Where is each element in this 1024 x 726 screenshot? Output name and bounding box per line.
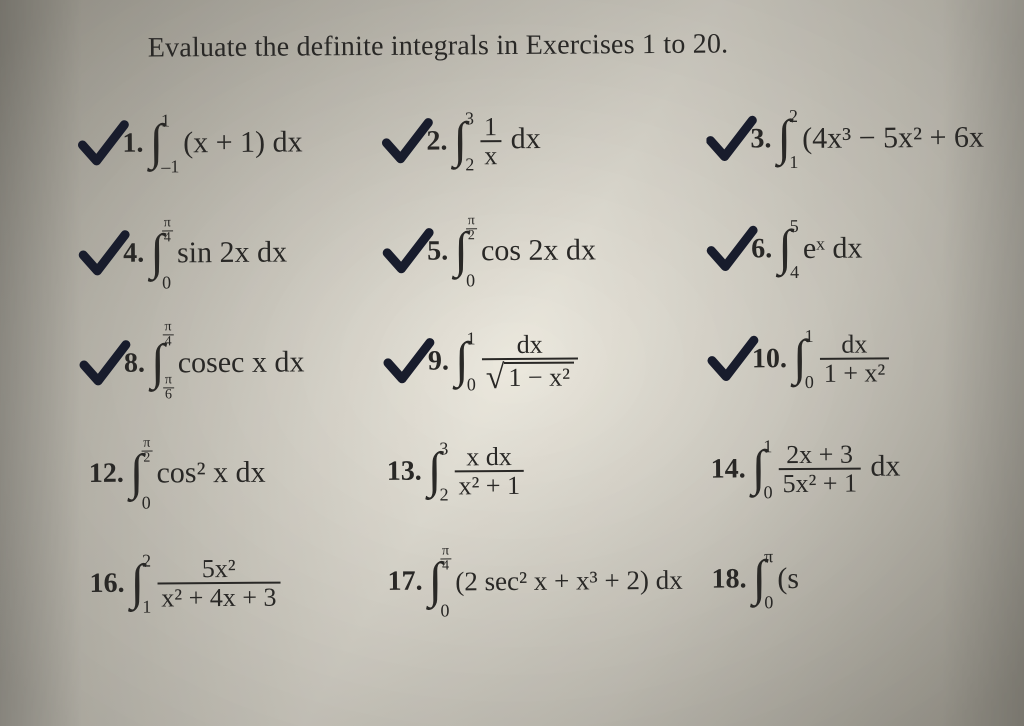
exercise-3: 3. ∫ 2 1 (4x³ − 5x² + 6x: [706, 82, 1024, 194]
exercise-6: 6. ∫ 5 4 eˣ dx: [707, 192, 1024, 304]
integrand: cos² x dx: [156, 456, 265, 491]
bound-fraction: π 2: [141, 436, 152, 465]
integrand: (4x³ − 5x² + 6x: [802, 121, 984, 156]
integrand: cos 2x dx: [481, 233, 596, 268]
integrand: cosec x dx: [178, 345, 305, 380]
exercise-8: 8. ∫ π 4 π 6 cosec x dx: [80, 307, 381, 419]
exercise-9: 9. ∫ 1 0 dx √ 1 − x²: [384, 305, 705, 417]
exercise-number: 9.: [428, 345, 449, 377]
fraction: dx √ 1 − x²: [481, 331, 578, 392]
exercise-number: 17.: [387, 566, 422, 598]
integrand: 5x² x² + 4x + 3: [155, 554, 283, 611]
exercise-number: 4.: [123, 238, 144, 270]
exercise-number: 8.: [124, 348, 145, 380]
exercise-16: 16. ∫ 2 1 5x² x² + 4x + 3: [81, 527, 382, 639]
exercise-number: 2.: [426, 125, 447, 157]
square-root: √ 1 − x²: [486, 361, 574, 391]
integrand: x dx x² + 1: [452, 443, 526, 500]
bound-fraction: π 2: [466, 214, 477, 243]
exercise-14: 14. ∫ 1 0 2x + 3 5x² + 1 dx: [708, 412, 1024, 524]
exercise-1: 1. ∫ 1 –1 (x + 1) dx: [78, 87, 379, 199]
fraction: 1 x: [480, 113, 501, 170]
fraction: 5x² x² + 4x + 3: [157, 554, 281, 611]
textbook-page: Evaluate the definite integrals in Exerc…: [0, 0, 1024, 726]
integrand: (x + 1) dx: [183, 125, 303, 160]
fraction: dx 1 + x²: [819, 330, 889, 387]
exercise-grid: 1. ∫ 1 –1 (x + 1) dx 2. ∫ 3 2 1 x: [78, 83, 1006, 639]
exercise-17: 17. ∫ π 4 0 (2 sec² x + x³ + 2) dx: [385, 525, 706, 637]
exercise-12: 12. ∫ π 2 0 cos² x dx: [80, 417, 381, 529]
exercise-18: 18. ∫ π 0 (s: [709, 522, 1024, 634]
integrand: 2x + 3 5x² + 1 dx: [776, 440, 900, 497]
exercise-number: 5.: [427, 235, 448, 267]
fraction: x dx x² + 1: [454, 443, 524, 500]
integrand: dx √ 1 − x²: [479, 331, 580, 392]
exercise-number: 6.: [751, 233, 772, 265]
exercise-number: 1.: [122, 128, 143, 160]
instruction-text: Evaluate the definite integrals in Exerc…: [148, 27, 1002, 65]
integrand: (2 sec² x + x³ + 2) dx: [455, 564, 683, 597]
exercise-number: 3.: [750, 123, 771, 155]
exercise-number: 18.: [711, 563, 746, 595]
integrand: dx 1 + x²: [817, 330, 891, 387]
exercise-2: 2. ∫ 3 2 1 x dx: [382, 85, 703, 197]
bound-fraction: π 6: [163, 373, 174, 402]
integrand: sin 2x dx: [177, 236, 287, 271]
bound-fraction: π 4: [162, 216, 173, 245]
integrand: eˣ dx: [803, 232, 863, 266]
bound-fraction: π 4: [440, 544, 451, 573]
exercise-13: 13. ∫ 3 2 x dx x² + 1: [384, 415, 705, 527]
integrand: (s: [777, 562, 799, 596]
fraction: 2x + 3 5x² + 1: [778, 440, 861, 497]
exercise-number: 10.: [752, 343, 787, 375]
bound-fraction: π 4: [162, 320, 173, 349]
exercise-number: 16.: [89, 568, 124, 600]
exercise-number: 12.: [89, 458, 124, 490]
exercise-5: 5. ∫ π 2 0 cos 2x dx: [383, 195, 704, 307]
integral-bounds: 1 –1: [161, 125, 179, 161]
exercise-4: 4. ∫ π 4 0 sin 2x dx: [79, 197, 380, 309]
exercise-10: 10. ∫ 1 0 dx 1 + x²: [708, 302, 1024, 414]
exercise-number: 13.: [387, 456, 422, 488]
integrand: 1 x dx: [478, 112, 541, 169]
exercise-number: 14.: [711, 453, 746, 485]
